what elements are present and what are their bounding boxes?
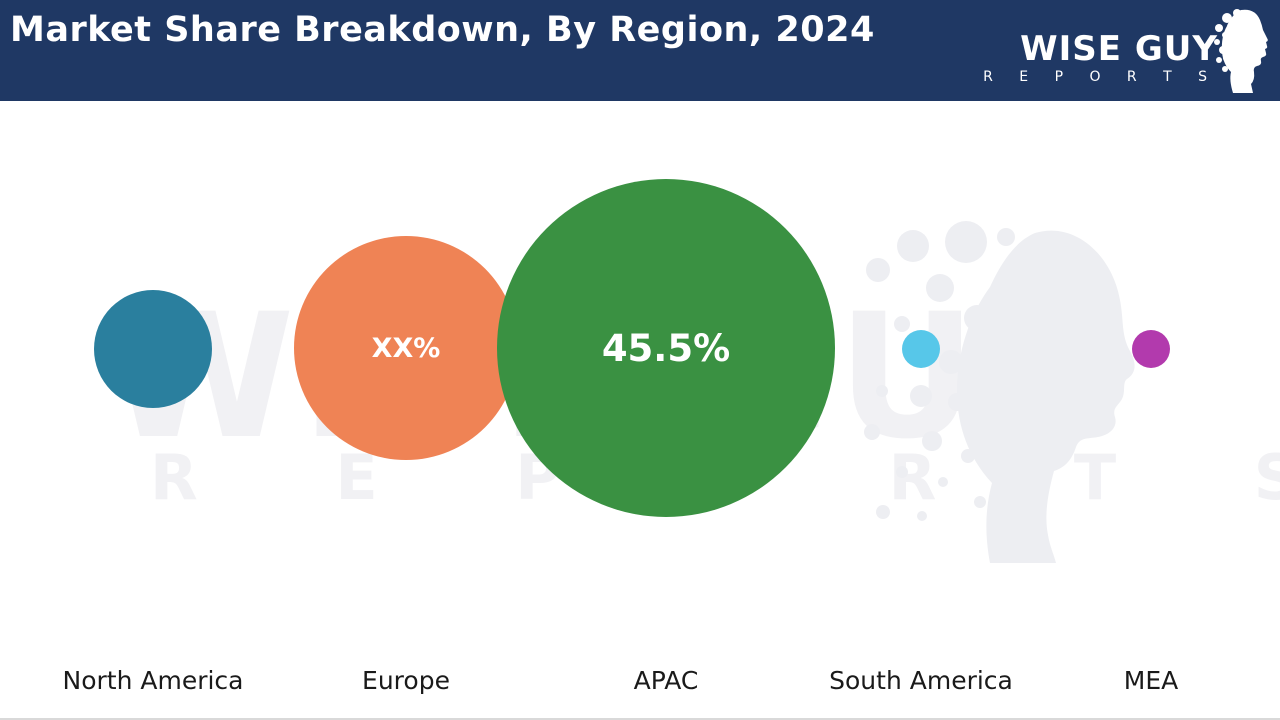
category-label-south-america: South America	[829, 666, 1013, 695]
bubble-south-america	[902, 330, 940, 368]
bubble-value-label-europe: XX%	[371, 332, 441, 364]
bubble-europe: XX%	[294, 236, 518, 460]
category-label-europe: Europe	[362, 666, 450, 695]
category-label-mea: MEA	[1123, 666, 1179, 695]
page-title: Market Share Breakdown, By Region, 2024	[10, 10, 875, 50]
brand-subtitle: R E P O R T S	[983, 68, 1218, 85]
bubble-mea	[1132, 330, 1170, 368]
category-label-north-america: North America	[62, 666, 244, 695]
bubble-north-america	[94, 290, 212, 408]
brand-face-icon	[1214, 9, 1268, 93]
header: Market Share Breakdown, By Region, 2024 …	[0, 0, 1280, 101]
category-label-apac: APAC	[633, 666, 699, 695]
brand-logo: WISE GUY R E P O R T S	[983, 8, 1272, 94]
brand-text: WISE GUY R E P O R T S	[983, 32, 1218, 85]
chart-area: WISE GUY R E P O R T S XX%45.5% North Am…	[0, 101, 1280, 718]
category-labels: North America Europe APAC South America MEA	[0, 101, 1280, 718]
bubble-layer: XX% 45.5%	[0, 101, 1280, 718]
brand-name: WISE GUY	[1020, 28, 1218, 69]
watermark-face-icon	[864, 221, 1135, 564]
bubble-value-label-apac: 45.5%	[601, 326, 731, 370]
bubble-apac: 45.5%	[497, 179, 835, 517]
